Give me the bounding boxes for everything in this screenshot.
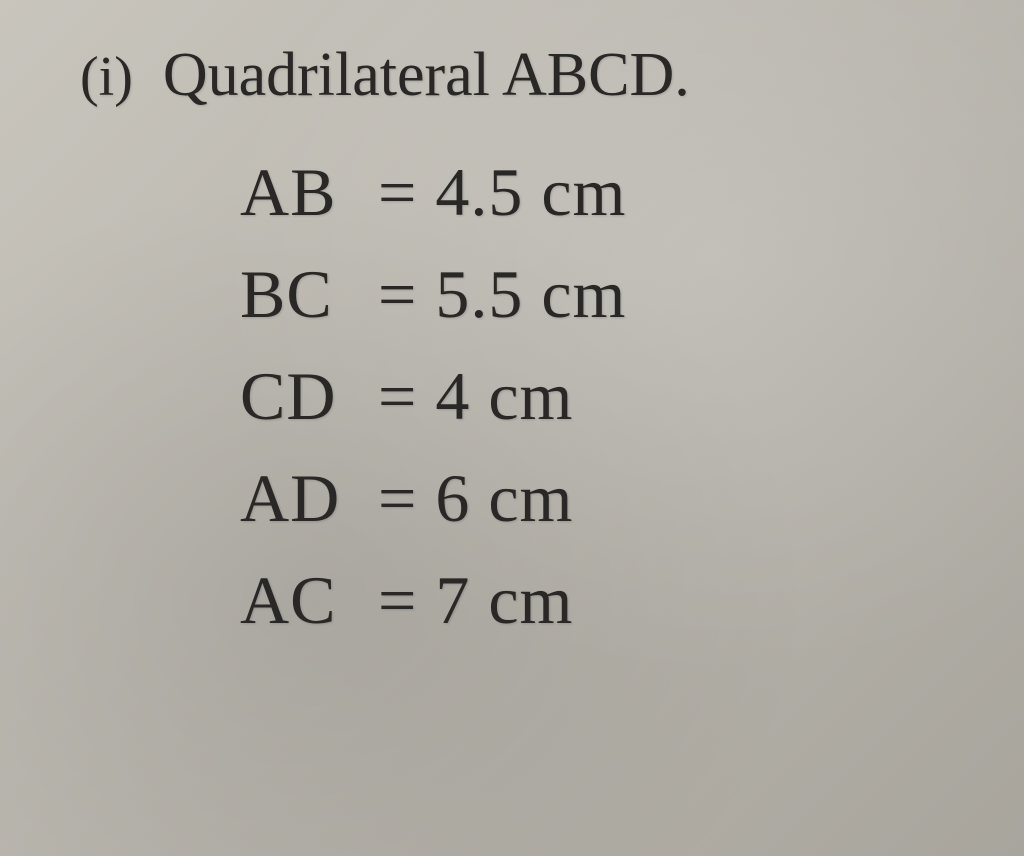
measurement-row: AB = 4.5 cm	[240, 141, 964, 243]
side-value: 6	[435, 460, 470, 536]
side-value: 4.5	[435, 154, 523, 230]
equals-sign: =	[378, 460, 435, 536]
side-value: 7	[435, 562, 470, 638]
unit: cm	[488, 562, 573, 638]
side-label: CD	[240, 345, 360, 447]
unit: cm	[541, 256, 626, 332]
equals-sign: =	[378, 154, 435, 230]
problem-title: Quadrilateral ABCD.	[163, 40, 690, 111]
equals-sign: =	[378, 562, 435, 638]
side-label: BC	[240, 243, 360, 345]
equals-sign: =	[378, 256, 435, 332]
measurements-list: AB = 4.5 cm BC = 5.5 cm CD = 4 cm AD = 6	[60, 141, 964, 651]
side-value: 5.5	[435, 256, 523, 332]
measurement-row: AD = 6 cm	[240, 447, 964, 549]
heading-row: (i) Quadrilateral ABCD.	[60, 40, 964, 111]
unit: cm	[488, 358, 573, 434]
measurement-row: BC = 5.5 cm	[240, 243, 964, 345]
unit: cm	[541, 154, 626, 230]
equals-sign: =	[378, 358, 435, 434]
measurement-row: AC = 7 cm	[240, 549, 964, 651]
measurement-row: CD = 4 cm	[240, 345, 964, 447]
item-number: (i)	[80, 45, 133, 109]
side-label: AD	[240, 447, 360, 549]
unit: cm	[488, 460, 573, 536]
side-value: 4	[435, 358, 470, 434]
side-label: AC	[240, 549, 360, 651]
problem-content: (i) Quadrilateral ABCD. AB = 4.5 cm BC =…	[60, 40, 964, 651]
side-label: AB	[240, 141, 360, 243]
